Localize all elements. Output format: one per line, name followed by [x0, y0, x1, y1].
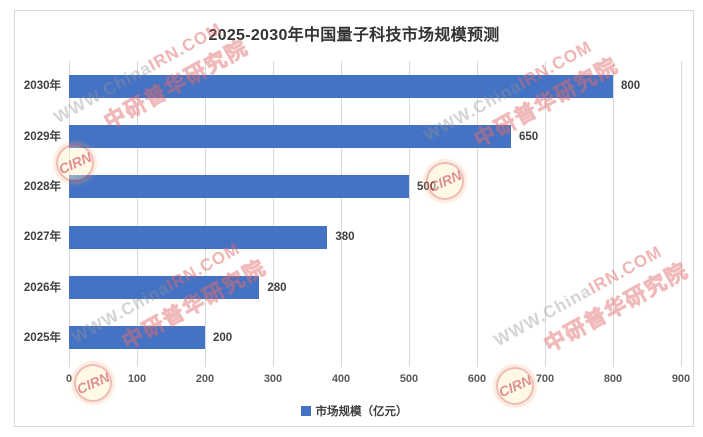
y-axis-category-label: 2028年	[23, 180, 61, 193]
x-gridline	[273, 61, 274, 367]
x-gridline	[137, 61, 138, 367]
bar-2029年	[69, 125, 511, 148]
legend-swatch-icon	[300, 406, 311, 416]
x-axis-tick-label: 300	[263, 373, 283, 385]
x-gridline	[545, 61, 546, 367]
y-axis-category-label: 2027年	[23, 231, 61, 244]
bar-2028年	[69, 175, 409, 199]
x-axis-tick-label: 600	[467, 373, 487, 385]
x-gridline	[477, 61, 478, 367]
bar-value-label: 200	[213, 331, 233, 344]
bar-2030年	[69, 74, 613, 98]
x-gridline	[409, 61, 410, 367]
y-axis-category-label: 2025年	[23, 331, 61, 344]
x-axis-tick-label: 400	[331, 373, 351, 385]
x-axis-tick-label: 0	[65, 373, 73, 385]
bar-2025年	[69, 326, 205, 350]
chart-frame: 2025-2030年中国量子科技市场规模预测 0 100 200 300 400 500 6…	[14, 10, 694, 427]
x-axis-tick-label: 900	[671, 373, 691, 385]
x-gridline	[681, 61, 682, 367]
bar-value-label: 650	[519, 130, 539, 143]
bar-value-label: 500	[417, 180, 437, 193]
x-gridline	[205, 61, 206, 367]
bar-2027年	[69, 225, 328, 249]
x-axis-tick-label: 200	[195, 373, 215, 385]
legend-label: 市场规模（亿元）	[315, 406, 408, 418]
x-gridline	[69, 61, 70, 367]
x-gridline	[341, 61, 342, 367]
bar-value-label: 380	[335, 231, 355, 244]
bar-value-label: 800	[621, 80, 641, 93]
y-axis-category-label: 2030年	[23, 80, 61, 93]
x-axis-tick-label: 700	[535, 373, 555, 385]
chart-title: 2025-2030年中国量子科技市场规模预测	[208, 27, 500, 44]
x-axis-tick-label: 500	[399, 373, 419, 385]
x-axis-tick-label: 100	[127, 373, 147, 385]
y-axis-category-label: 2026年	[23, 281, 61, 294]
x-axis-tick-label: 800	[603, 373, 623, 385]
plot-area: 0 100 200 300 400 500 600 700 800 900 2030年 800 2029…	[24, 61, 690, 385]
bar-value-label: 280	[267, 281, 287, 294]
y-axis-category-label: 2029年	[23, 130, 61, 143]
x-gridline	[613, 61, 614, 367]
bar-2026年	[69, 276, 260, 299]
legend: 市场规模（亿元）	[15, 403, 693, 419]
